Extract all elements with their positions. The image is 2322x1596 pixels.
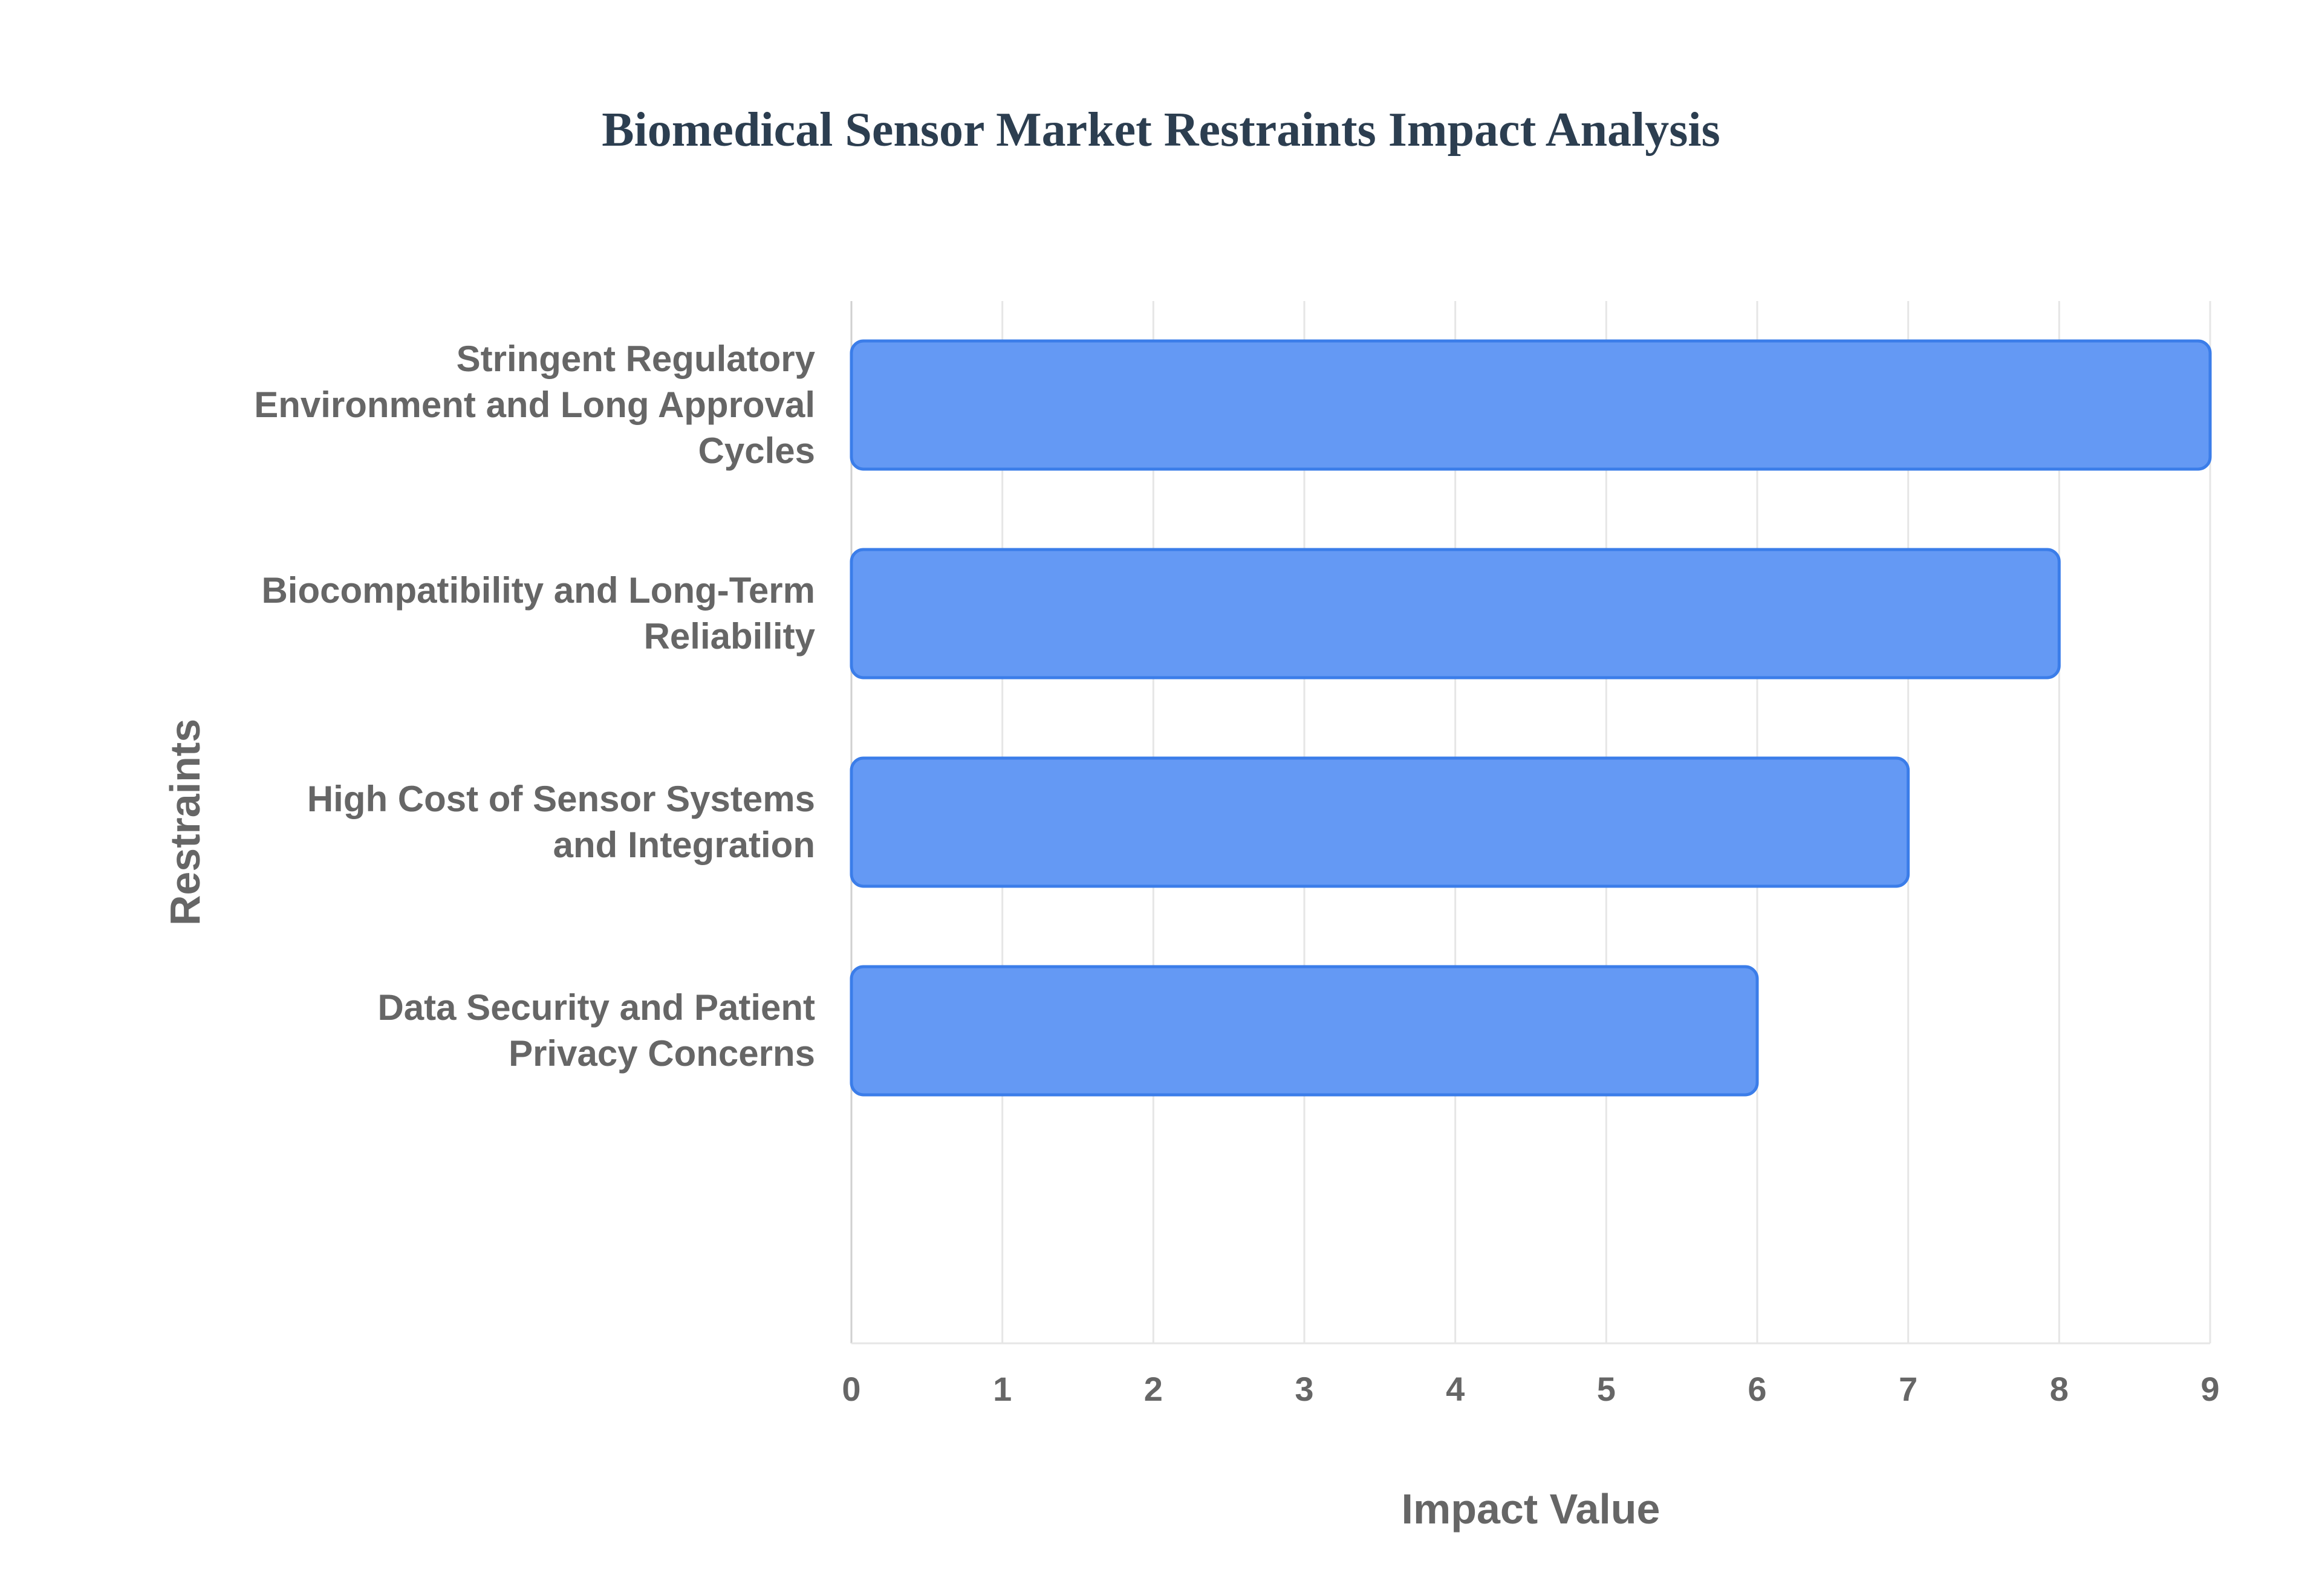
bar	[850, 548, 2061, 680]
category-label-line: Data Security and Patient	[377, 987, 815, 1028]
x-tick-label: 2	[1144, 1370, 1163, 1408]
category-label-line: and Integration	[553, 825, 815, 865]
category-label-line: Stringent Regulatory	[457, 339, 816, 379]
x-tick-label: 9	[2200, 1370, 2219, 1408]
category-label-line: High Cost of Sensor Systems	[307, 779, 815, 819]
x-tick-label: 6	[1748, 1370, 1766, 1408]
chart-title: Biomedical Sensor Market Restraints Impa…	[602, 103, 1720, 157]
x-tick-label: 3	[1295, 1370, 1313, 1408]
category-label-line: Reliability	[644, 616, 816, 657]
category-label-line: Biocompatibility and Long-Term	[261, 570, 815, 611]
x-tick-label: 5	[1597, 1370, 1616, 1408]
x-axis-title: Impact Value	[1402, 1485, 1660, 1533]
x-tick-label: 1	[993, 1370, 1012, 1408]
category-labels: Stringent Regulatory Environment and Long…	[254, 339, 815, 1074]
bar	[850, 339, 2212, 471]
bar	[850, 965, 1759, 1097]
bars	[850, 339, 2212, 1097]
category-label-line: Cycles	[698, 430, 815, 471]
y-axis-title: Restraints	[161, 719, 209, 926]
category-label-line: Privacy Concerns	[509, 1033, 815, 1074]
x-tick-label: 0	[842, 1370, 860, 1408]
x-tick-label: 8	[2050, 1370, 2069, 1408]
category-label: High Cost of Sensor Systems and Integrati…	[307, 779, 815, 865]
x-tick-labels: 0 1 2 3 4 5 6 7 8 9	[842, 1370, 2219, 1408]
x-tick-label: 4	[1446, 1370, 1465, 1408]
category-label-line: Environment and Long Approval	[254, 384, 815, 425]
category-label: Biocompatibility and Long-Term Reliabilit…	[261, 570, 815, 657]
bar	[850, 756, 1910, 888]
category-label: Data Security and Patient Privacy Concern…	[377, 987, 815, 1074]
category-label: Stringent Regulatory Environment and Long…	[254, 339, 815, 471]
x-tick-label: 7	[1899, 1370, 1917, 1408]
